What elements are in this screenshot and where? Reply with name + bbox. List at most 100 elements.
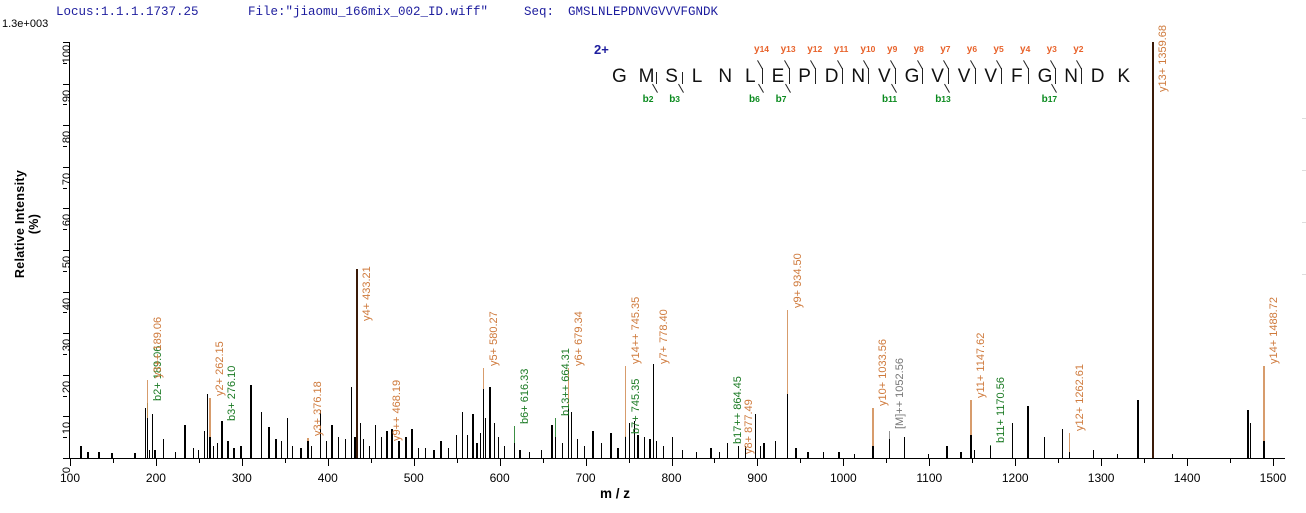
spectrum-peak — [134, 452, 136, 458]
x-tick-label: 1300 — [1087, 471, 1115, 485]
annotation-stick — [970, 400, 972, 458]
edge-mark — [1302, 118, 1306, 119]
spectrum-peak — [154, 449, 156, 458]
y-tick — [63, 374, 69, 376]
y-tick — [63, 83, 69, 85]
y-tick-minor — [63, 187, 67, 189]
b-ion-tick — [948, 72, 950, 84]
y-tick-minor — [63, 270, 67, 272]
x-tick-label: 1500 — [1259, 471, 1287, 485]
x-tick — [585, 459, 587, 466]
spectrum-peak — [326, 441, 328, 458]
x-tick-minor — [1058, 459, 1060, 463]
x-tick-minor — [800, 459, 802, 463]
spectrum-peak — [291, 445, 294, 458]
y-tick-minor — [63, 146, 67, 147]
y-ion-label-4: y4 — [1020, 44, 1031, 55]
x-tick-label: 300 — [231, 471, 252, 485]
spectrum-peak — [418, 447, 420, 458]
x-tick-minor — [542, 459, 544, 463]
x-tick-minor — [1144, 459, 1146, 463]
spectrum-peak — [260, 412, 263, 458]
spectrum-peak — [268, 426, 270, 458]
x-tick-label: 100 — [59, 471, 81, 485]
spectrum-peak — [338, 437, 340, 458]
y-ion-label-9: y9 — [887, 44, 898, 55]
sequence-label: Seq: — [524, 5, 555, 19]
spectrum-peak — [807, 451, 809, 458]
peak-label: y4+ 433.21 — [361, 266, 374, 321]
spectrum-peak — [350, 387, 353, 458]
annotation-stick — [787, 310, 789, 458]
x-tick — [327, 459, 329, 466]
x-axis-ticks: 100 200 300 400 500 600 700 800 900 1000 1100 1200 1… — [0, 459, 1306, 489]
spectrum-peak — [989, 445, 992, 458]
y-ion-diagonal — [783, 60, 790, 70]
spectrum-peak — [656, 441, 658, 458]
b-ion-label-7: b7 — [775, 94, 787, 105]
x-tick-label: 1400 — [1173, 471, 1201, 485]
annotation-stick — [872, 408, 874, 458]
spectrum-peak — [144, 408, 147, 458]
spectrum-peak — [363, 439, 365, 458]
y-tick — [63, 291, 69, 293]
spectrum-peak — [671, 437, 673, 458]
annotation-stick — [1263, 366, 1265, 458]
spectrum-peak — [476, 443, 478, 458]
b-ion-label-2: b2 — [642, 94, 654, 105]
residue-4: L — [691, 66, 703, 87]
x-tick-label: 200 — [145, 471, 166, 485]
spectrum-peak — [174, 451, 177, 458]
spectrum-peak — [146, 418, 148, 458]
y-ion-diagonal — [969, 60, 976, 70]
spectrum-peak — [485, 418, 487, 458]
edge-mark — [1302, 170, 1306, 171]
spectrum-peak — [455, 435, 458, 458]
spectrum-plot-area[interactable] — [70, 42, 1273, 458]
spectrum-peak — [198, 449, 200, 458]
spectrum-peak — [903, 437, 905, 458]
spectrum-peak — [760, 445, 762, 458]
intensity-scale-note: 1.3e+003 — [2, 18, 49, 30]
y-ion-label-8: y8 — [913, 44, 924, 55]
spectrum-peak — [519, 449, 521, 458]
spectrum-peak — [479, 433, 482, 458]
spectrum-peak — [1069, 451, 1071, 458]
spectrum-peak — [554, 437, 557, 458]
peak-label: y11+ 1147.62 — [975, 332, 988, 398]
spectrum-peak — [946, 445, 948, 458]
spectrum-peak — [221, 420, 223, 458]
peak-label: y8+ 877.49 — [743, 399, 756, 454]
spectrum-peak — [1152, 42, 1155, 458]
spectrum-peak — [275, 439, 277, 458]
b-ion-tick — [1054, 72, 1056, 84]
y-ion-tick — [868, 68, 870, 84]
spectrum-peak — [822, 451, 825, 458]
y-tick — [63, 166, 69, 168]
spectrum-peak — [482, 389, 485, 458]
spectrum-peak — [617, 447, 619, 458]
spectrum-peak — [583, 445, 586, 458]
spectrum-peak — [1061, 428, 1063, 458]
peak-label: y6+ 679.34 — [572, 311, 585, 366]
residue-17: G — [1037, 66, 1053, 87]
residue-1: G — [612, 66, 627, 87]
edge-mark — [1302, 274, 1306, 275]
peak-label: y10+ 1033.56 — [877, 339, 890, 406]
y-axis-ticks: 0 10 20 30 40 50 60 70 80 90 100 — [55, 0, 73, 513]
spectrum-peak — [1092, 449, 1094, 458]
x-tick — [757, 459, 759, 466]
peak-label: y9++ 468.19 — [391, 379, 404, 441]
spectrum-peak — [433, 449, 435, 458]
b-ion-diagonal — [1050, 83, 1057, 93]
spectrum-peak — [493, 422, 496, 458]
spectrum-peak — [375, 424, 377, 458]
spectrum-peak — [331, 424, 333, 458]
spectrum-peak — [87, 451, 89, 458]
x-tick-label: 1200 — [1001, 471, 1029, 485]
spectrum-peak — [633, 420, 636, 458]
residue-2: M — [638, 66, 655, 87]
spectrum-peak — [386, 430, 388, 458]
x-axis-title: m / z — [600, 486, 631, 501]
y-tick — [63, 42, 69, 43]
